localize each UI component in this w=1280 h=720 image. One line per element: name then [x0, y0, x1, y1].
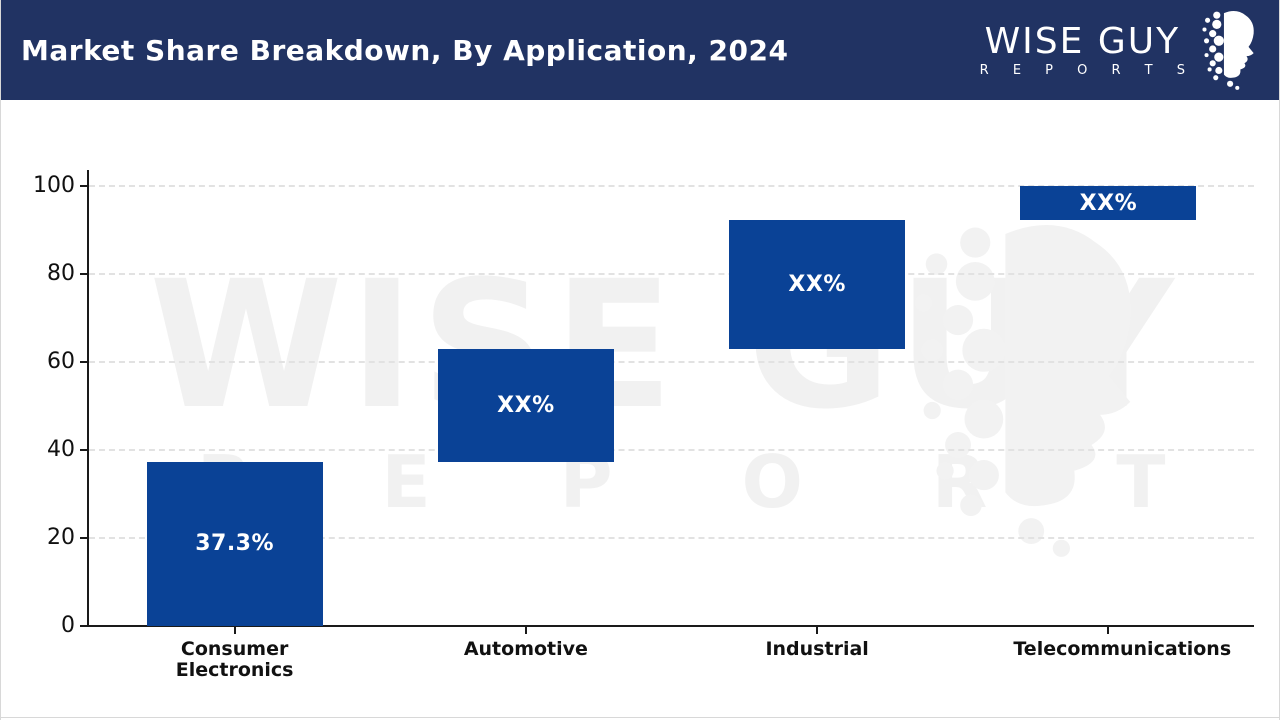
header: Market Share Breakdown, By Application, … — [1, 0, 1279, 100]
y-tick-mark — [80, 449, 88, 451]
y-tick-label: 80 — [47, 261, 75, 286]
x-tick-mark — [233, 627, 236, 634]
bar-value-label: XX% — [1079, 190, 1138, 216]
bar-segment: XX% — [729, 220, 906, 350]
logo-wordmark: WISE GUY — [984, 21, 1181, 62]
watermark-head-icon — [914, 225, 1131, 557]
bottom-border — [1, 717, 1279, 718]
y-tick-label: 40 — [47, 437, 75, 462]
bar-segment: 37.3% — [146, 461, 323, 626]
wise-guy-logo: WISE GUY R E P O R T S — [970, 7, 1263, 93]
category-label: Telecommunications — [1013, 638, 1232, 660]
y-tick-mark — [80, 185, 88, 187]
gridline — [89, 537, 1254, 539]
y-tick-mark — [80, 625, 88, 627]
category-label: Consumer Electronics — [175, 638, 294, 681]
watermark-subtitle: R E P O R T S — [197, 440, 1280, 524]
bar-value-label: XX% — [497, 393, 555, 419]
category-label: Automotive — [463, 638, 588, 660]
y-axis-line — [87, 170, 89, 627]
gridline — [89, 185, 1254, 187]
y-tick-label: 60 — [47, 349, 75, 374]
x-tick-mark — [524, 627, 527, 634]
gridline — [89, 361, 1254, 363]
gridline — [89, 449, 1254, 451]
bar-segment: XX% — [437, 349, 614, 462]
y-tick-mark — [80, 537, 88, 539]
category-label: Industrial — [765, 638, 869, 660]
bar-value-label: XX% — [788, 272, 846, 298]
bar-segment: XX% — [1020, 186, 1197, 221]
x-tick-mark — [1107, 627, 1110, 634]
y-tick-label: 20 — [47, 525, 75, 550]
y-tick-mark — [80, 273, 88, 275]
gridline — [89, 273, 1254, 275]
y-tick-label: 100 — [33, 173, 75, 198]
logo-text: WISE GUY R E P O R T S — [970, 21, 1195, 79]
page-title: Market Share Breakdown, By Application, … — [21, 33, 789, 67]
logo-subtitle: R E P O R T S — [979, 63, 1195, 78]
x-tick-mark — [816, 627, 819, 634]
y-tick-label: 0 — [61, 613, 75, 638]
x-axis-line — [87, 625, 1254, 627]
logo-head-icon — [1202, 11, 1254, 90]
y-tick-mark — [80, 361, 88, 363]
bar-value-label: 37.3% — [195, 531, 275, 557]
